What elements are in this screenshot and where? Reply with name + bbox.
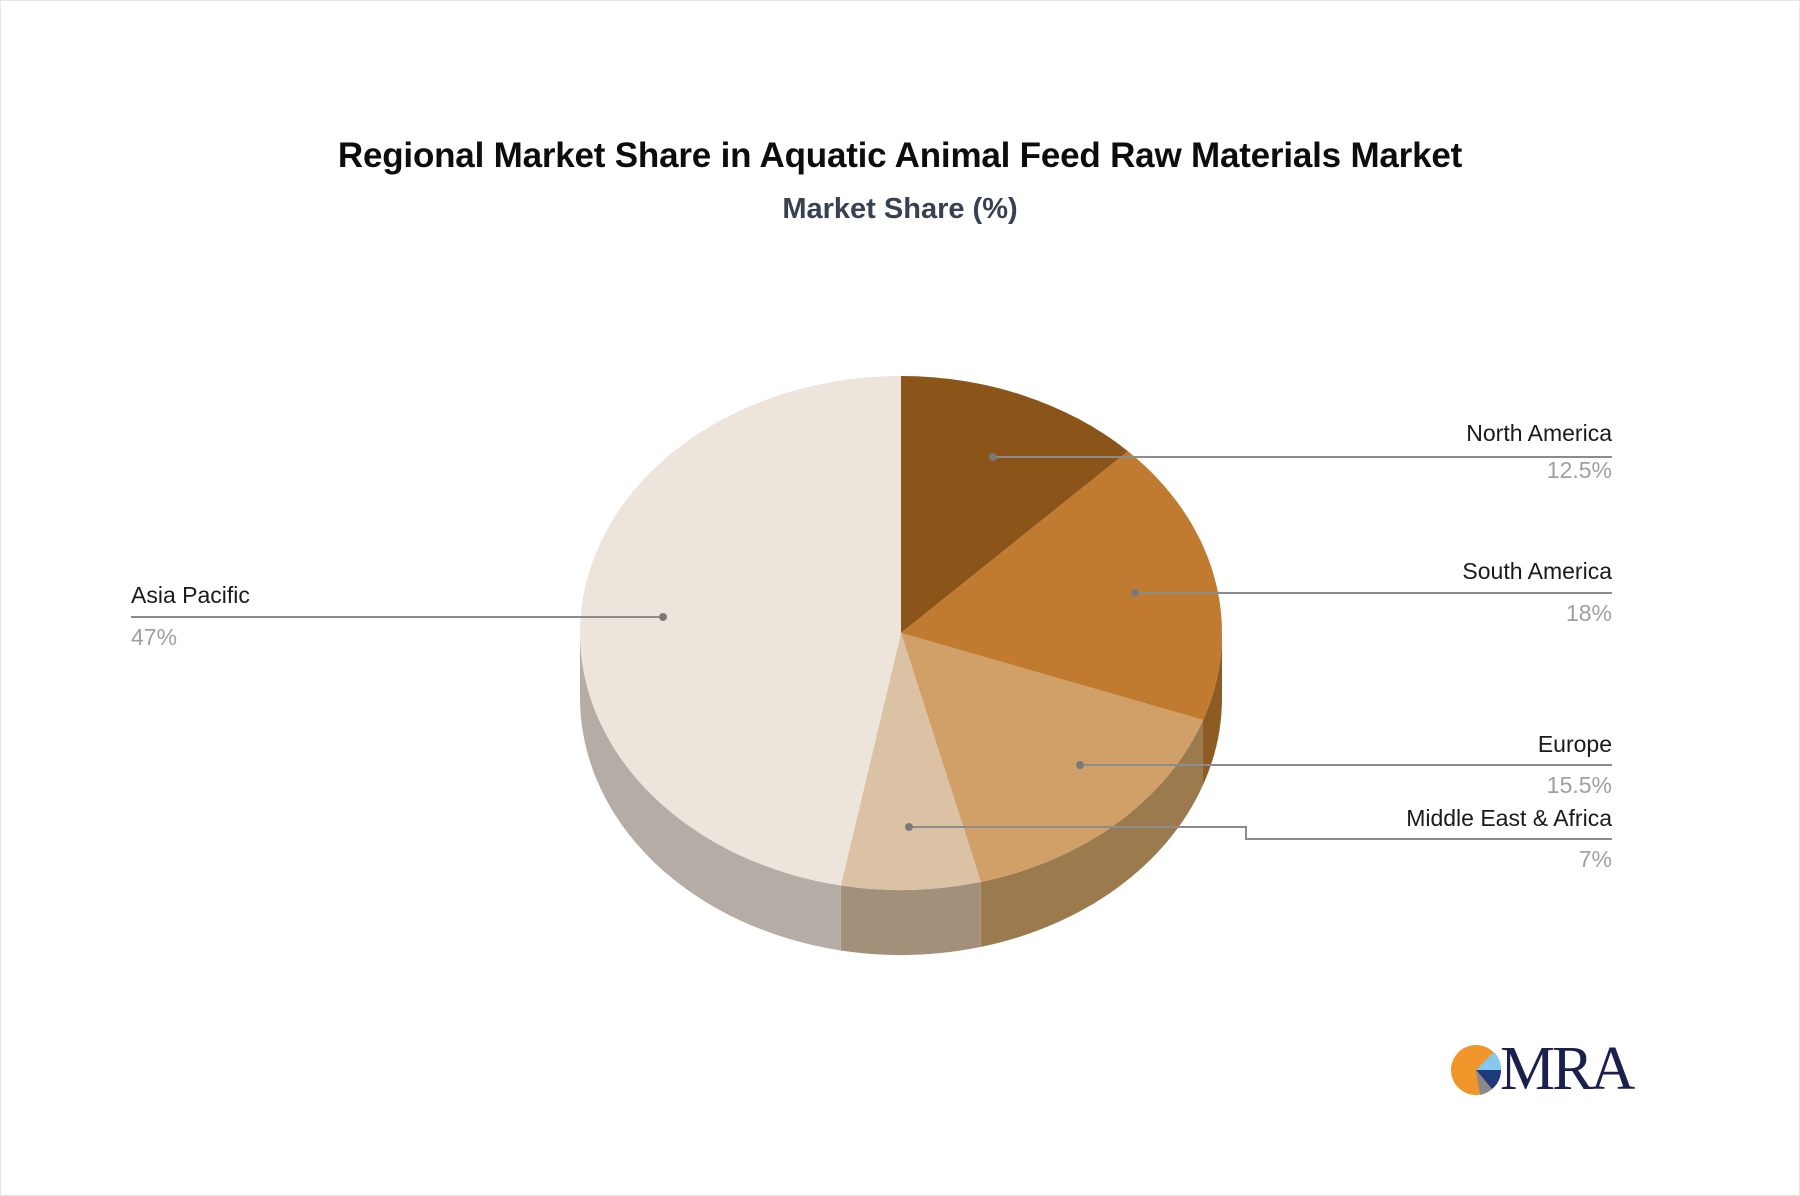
- callout-lines: [131, 453, 1612, 840]
- value-europe: 15.5%: [1547, 772, 1612, 798]
- pie-slices: [579, 376, 1222, 890]
- pie-side-asia-pacific: [580, 633, 841, 951]
- logo-text: MRA: [1500, 1035, 1635, 1103]
- callout-dot-south-america: [1131, 589, 1139, 597]
- pie-side-middle-east-africa: [840, 881, 981, 955]
- slice-labels: North America 12.5% South America 18% Eu…: [131, 420, 1612, 872]
- pie-side-south-america: [1203, 633, 1222, 786]
- pie-slice-asia-pacific[interactable]: [579, 376, 901, 886]
- callout-dot-europe: [1076, 761, 1084, 769]
- pie-slice-europe[interactable]: [901, 633, 1204, 882]
- chart-title: Regional Market Share in Aquatic Animal …: [337, 136, 1463, 175]
- callout-dot-north-america: [989, 453, 997, 461]
- pie-side-europe: [980, 720, 1204, 947]
- callout-dot-middle-east-africa: [905, 823, 913, 831]
- label-europe: Europe: [1538, 731, 1612, 757]
- mra-logo: MRA: [1450, 1038, 1640, 1100]
- label-asia-pacific: Asia Pacific: [131, 582, 250, 608]
- callout-line-middle-east-africa: [909, 826, 1612, 840]
- chart-subtitle: Market Share (%): [782, 193, 1018, 225]
- pie-sides: [580, 633, 1222, 955]
- value-asia-pacific: 47%: [131, 624, 177, 650]
- value-north-america: 12.5%: [1547, 457, 1612, 483]
- pie-slice-north-america[interactable]: [901, 376, 1128, 633]
- logo-pie-icon: [1451, 1045, 1502, 1095]
- value-middle-east-africa: 7%: [1579, 846, 1612, 872]
- callout-dot-asia-pacific: [659, 613, 667, 621]
- label-middle-east-africa: Middle East & Africa: [1406, 805, 1612, 831]
- pie-slice-middle-east-africa[interactable]: [840, 633, 981, 890]
- pie-slice-south-america[interactable]: [901, 451, 1222, 721]
- label-north-america: North America: [1466, 420, 1612, 446]
- value-south-america: 18%: [1566, 600, 1612, 626]
- label-south-america: South America: [1462, 558, 1612, 584]
